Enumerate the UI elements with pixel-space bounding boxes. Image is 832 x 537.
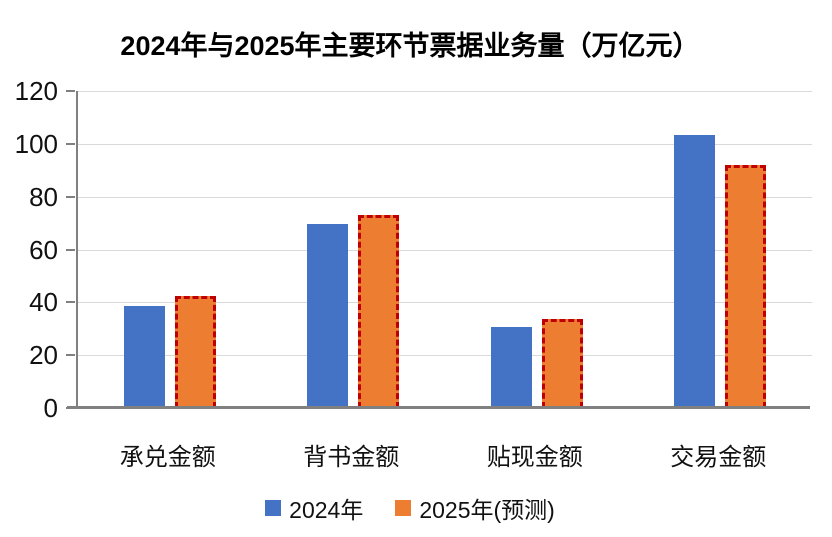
gridline-40 <box>78 302 812 304</box>
x-category-label-1: 承兑金额 <box>119 444 216 471</box>
y-tick-mark-80 <box>66 195 75 198</box>
y-tick-label-80: 80 <box>29 181 58 212</box>
y-axis-tick-marks <box>66 90 75 409</box>
bar-2025年(预测)-交易金额 <box>725 164 767 408</box>
legend-item-2: 2025年(预测) <box>395 491 555 525</box>
chart-title: 2024年与2025年主要环节票据业务量（万亿元） <box>120 31 700 61</box>
x-category-label-4: 交易金额 <box>670 444 767 471</box>
y-tick-label-120: 120 <box>14 76 58 106</box>
x-axis-labels: 承兑金额 背书金额 贴现金额 交易金额 <box>76 437 810 471</box>
y-tick-label-40: 40 <box>29 287 58 318</box>
plot-area <box>76 91 812 408</box>
legend-label: 2025年(预测) <box>419 497 555 523</box>
y-tick-mark-120 <box>66 90 75 92</box>
legend: 2024年 2025年(预测) <box>0 491 820 525</box>
y-tick-mark-100 <box>66 142 75 145</box>
gridline-80 <box>78 196 812 198</box>
y-tick-mark-60 <box>66 248 75 251</box>
bar-group-2 <box>262 91 446 408</box>
bar-2024年-交易金额 <box>674 135 716 408</box>
bar-2025年(预测)-承兑金额 <box>174 295 216 408</box>
y-tick-label-60: 60 <box>29 234 58 265</box>
x-axis-line <box>67 406 810 409</box>
x-category-label-2: 背书金额 <box>303 444 400 471</box>
x-category-label-3: 贴现金额 <box>486 444 583 471</box>
bar-group-3 <box>445 91 629 408</box>
gridline-120 <box>78 91 812 92</box>
bar-2024年-背书金额 <box>307 223 349 408</box>
bar-2025年(预测)-贴现金额 <box>541 318 583 408</box>
gridline-60 <box>78 249 812 251</box>
bar-group-4 <box>629 91 813 408</box>
y-tick-label-20: 20 <box>29 340 58 371</box>
legend-marker-icon <box>265 500 282 516</box>
y-tick-label-100: 100 <box>14 128 58 159</box>
bar-2024年-承兑金额 <box>123 306 165 408</box>
bar-2024年-贴现金额 <box>490 327 532 408</box>
bar-2025年(预测)-背书金额 <box>358 215 400 408</box>
gridline-100 <box>78 143 812 145</box>
y-tick-mark-20 <box>66 354 75 357</box>
legend-label: 2024年 <box>289 497 364 523</box>
bar-group-1 <box>78 91 262 408</box>
legend-item-1: 2024年 <box>265 491 363 525</box>
y-tick-label-0: 0 <box>43 393 58 423</box>
legend-marker-icon <box>395 500 412 516</box>
y-tick-mark-40 <box>66 301 75 304</box>
y-axis-labels: 0 20 40 60 80 100 120 <box>0 78 58 421</box>
gridline-20 <box>78 355 812 357</box>
